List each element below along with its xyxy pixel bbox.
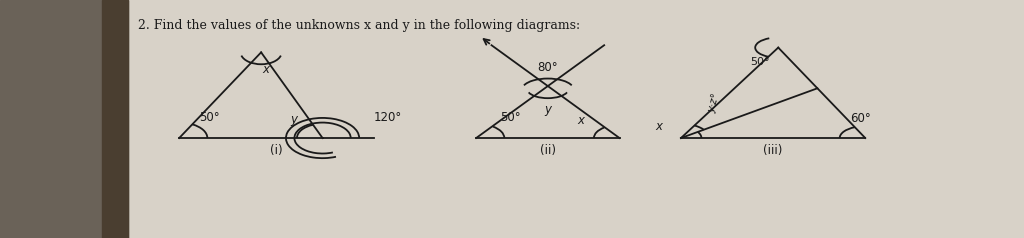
Text: (ii): (ii) (540, 144, 556, 157)
Text: 50°: 50° (750, 57, 770, 67)
Text: y·z°: y·z° (707, 92, 722, 114)
Text: 80°: 80° (538, 61, 558, 74)
Text: 50°: 50° (500, 111, 520, 124)
Text: (i): (i) (270, 144, 283, 157)
Text: 50°: 50° (200, 111, 220, 124)
Text: 2. Find the values of the unknowns x and y in the following diagrams:: 2. Find the values of the unknowns x and… (138, 19, 581, 32)
Text: y: y (291, 113, 297, 126)
Text: x: x (578, 114, 584, 127)
Bar (0, 0, 128, 238)
Text: x: x (263, 63, 269, 76)
Text: 120°: 120° (374, 111, 402, 124)
Text: 60°: 60° (850, 112, 870, 125)
Text: x: x (655, 120, 663, 133)
Text: y: y (545, 103, 551, 116)
Text: (iii): (iii) (764, 144, 782, 157)
Bar (102, 0, 128, 238)
